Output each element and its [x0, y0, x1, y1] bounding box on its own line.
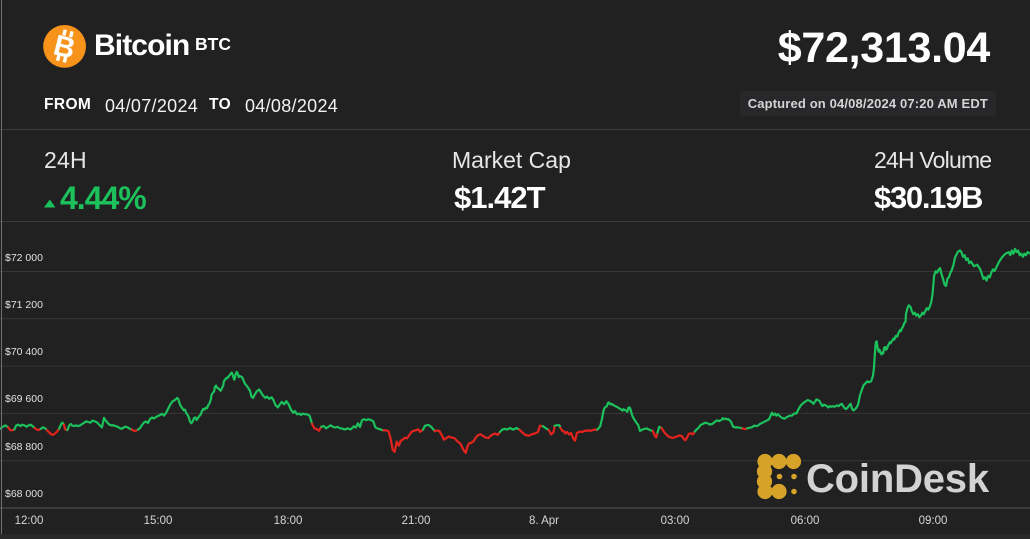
svg-text:CoinDesk: CoinDesk: [806, 457, 990, 501]
